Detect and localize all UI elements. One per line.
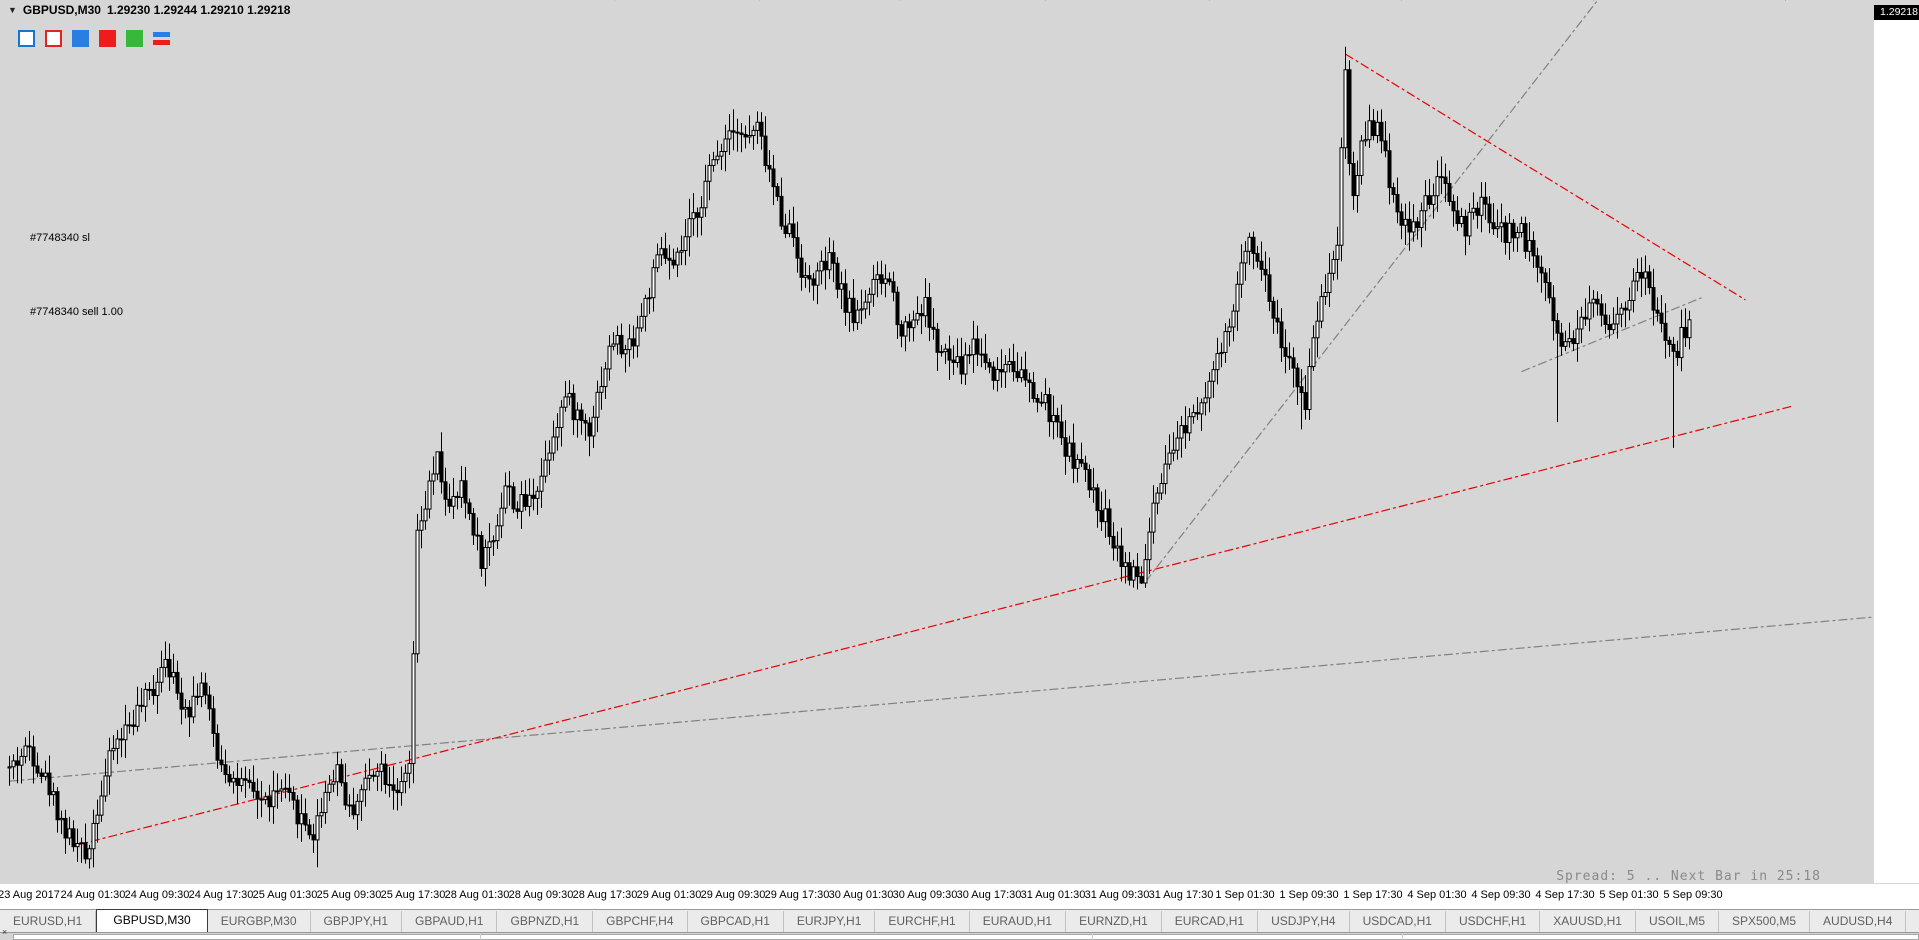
- symbol-tab-bar: EURUSD,H1 GBPUSD,M30 EURGBP,M30 GBPJPY,H1 GB…: [0, 909, 1919, 932]
- tab-usdcad-h1[interactable]: USDCAD,H1: [1350, 911, 1446, 932]
- time-tick-label: 30 Aug 09:30: [892, 889, 958, 901]
- time-tick-label: 28 Aug 17:30: [572, 889, 638, 901]
- time-tick-label: 31 Aug 17:30: [1148, 889, 1214, 901]
- time-tick-label: 31 Aug 09:30: [1084, 889, 1150, 901]
- tab-gbpchf-h4[interactable]: GBPCHF,H4: [593, 911, 688, 932]
- chart-title: ▼ GBPUSD,M30 1.29230 1.29244 1.29210 1.2…: [8, 3, 290, 17]
- time-tick-label: 25 Aug 01:30: [252, 889, 318, 901]
- tab-usdjpy-h4[interactable]: USDJPY,H4: [1258, 911, 1350, 932]
- status-divider: [1092, 934, 1093, 940]
- tab-eurjpy-h1[interactable]: EURJPY,H1: [784, 911, 876, 932]
- status-bar: ×: [0, 927, 1919, 940]
- bars-button[interactable]: [153, 30, 170, 47]
- time-axis[interactable]: 23 Aug 2017 24 Aug 01:30 24 Aug 09:30 24 Au…: [0, 884, 1919, 909]
- time-tick-label: 25 Aug 17:30: [380, 889, 446, 901]
- status-divider: [1402, 934, 1403, 940]
- order-line-label: #7748340 sell 1.00: [30, 306, 123, 318]
- time-tick-label: 1 Sep 01:30: [1215, 889, 1275, 901]
- ea-button-toolbar: [18, 30, 170, 47]
- tab-gbpusd-m30[interactable]: GBPUSD,M30: [96, 909, 208, 932]
- tab-xauusd-h1[interactable]: XAUUSD,H1: [1540, 911, 1636, 932]
- short-gray-trendline[interactable]: [1521, 297, 1702, 373]
- time-tick-label: 23 Aug 2017: [0, 889, 60, 901]
- time-tick-label: 24 Aug 01:30: [60, 889, 126, 901]
- red-button[interactable]: [99, 30, 116, 47]
- time-tick-label: 5 Sep 09:30: [1663, 889, 1723, 901]
- tab-eurgbp-m30[interactable]: EURGBP,M30: [208, 911, 311, 932]
- tab-usoil-m5[interactable]: USOIL,M5: [1636, 911, 1719, 932]
- tab-eurusd-h1[interactable]: EURUSD,H1: [0, 911, 97, 932]
- tab-audnzd-h1[interactable]: AUDNZD,H1: [1906, 911, 1919, 932]
- blue-button[interactable]: [72, 30, 89, 47]
- status-divider: [480, 934, 481, 940]
- time-tick-label: 30 Aug 17:30: [956, 889, 1022, 901]
- tab-gbpcad-h1[interactable]: GBPCAD,H1: [688, 911, 784, 932]
- time-tick-label: 24 Aug 17:30: [188, 889, 254, 901]
- ohlc-readout: 1.29230 1.29244 1.29210 1.29218: [106, 3, 291, 17]
- time-tick-label: 25 Aug 09:30: [316, 889, 382, 901]
- time-tick-label: 31 Aug 01:30: [1020, 889, 1086, 901]
- spread-next-bar-note: Spread: 5 .. Next Bar in 25:18: [1556, 869, 1821, 884]
- tab-spx500-m5[interactable]: SPX500,M5: [1719, 911, 1811, 932]
- time-tick-label: 28 Aug 01:30: [444, 889, 510, 901]
- tab-gbpjpy-h1[interactable]: GBPJPY,H1: [311, 911, 403, 932]
- status-inset: [13, 934, 1919, 940]
- tab-audusd-h4[interactable]: AUDUSD,H4: [1810, 911, 1907, 932]
- green-button[interactable]: [126, 30, 143, 47]
- ascending-support-red[interactable]: [73, 405, 1794, 847]
- time-tick-label: 1 Sep 09:30: [1279, 889, 1339, 901]
- tab-usdchf-h1[interactable]: USDCHF,H1: [1446, 911, 1541, 932]
- hollow-blue-button[interactable]: [18, 30, 35, 47]
- hollow-red-button[interactable]: [45, 30, 62, 47]
- chevron-down-icon[interactable]: ▼: [8, 5, 17, 15]
- tab-eurnzd-h1[interactable]: EURNZD,H1: [1066, 911, 1162, 932]
- time-tick-label: 29 Aug 01:30: [636, 889, 702, 901]
- symbol-period-label: GBPUSD,M30: [22, 3, 101, 17]
- time-tick-label: 5 Sep 01:30: [1599, 889, 1659, 901]
- time-tick-label: 30 Aug 01:30: [828, 889, 894, 901]
- time-tick-label: 4 Sep 09:30: [1471, 889, 1531, 901]
- candles: [7, 46, 1692, 869]
- time-tick-label: 4 Sep 17:30: [1535, 889, 1595, 901]
- descending-resistance-red[interactable]: [1345, 53, 1746, 301]
- current-price-box: 1.29218: [1874, 5, 1919, 20]
- tab-eurcad-h1[interactable]: EURCAD,H1: [1162, 911, 1259, 932]
- order-line-label: #7748340 sl: [30, 232, 90, 244]
- time-tick-label: 29 Aug 09:30: [700, 889, 766, 901]
- time-tick-label: 29 Aug 17:30: [764, 889, 830, 901]
- tab-euraud-h1[interactable]: EURAUD,H1: [970, 911, 1067, 932]
- time-tick-label: 1 Sep 17:30: [1343, 889, 1403, 901]
- tab-gbpnzd-h1[interactable]: GBPNZD,H1: [497, 911, 594, 932]
- time-tick-label: 4 Sep 01:30: [1407, 889, 1467, 901]
- long-gray-trendline[interactable]: [9, 616, 1874, 782]
- tab-gbpaud-h1[interactable]: GBPAUD,H1: [402, 911, 498, 932]
- close-icon[interactable]: ×: [2, 927, 8, 937]
- price-axis[interactable]: 1.300301.299401.298501.297601.296701.295…: [1874, 5, 1919, 883]
- tab-eurchf-h1[interactable]: EURCHF,H1: [875, 911, 970, 932]
- time-tick-label: 24 Aug 09:30: [124, 889, 190, 901]
- time-tick-label: 28 Aug 09:30: [508, 889, 574, 901]
- steep-gray-trendline[interactable]: [1145, 0, 1598, 583]
